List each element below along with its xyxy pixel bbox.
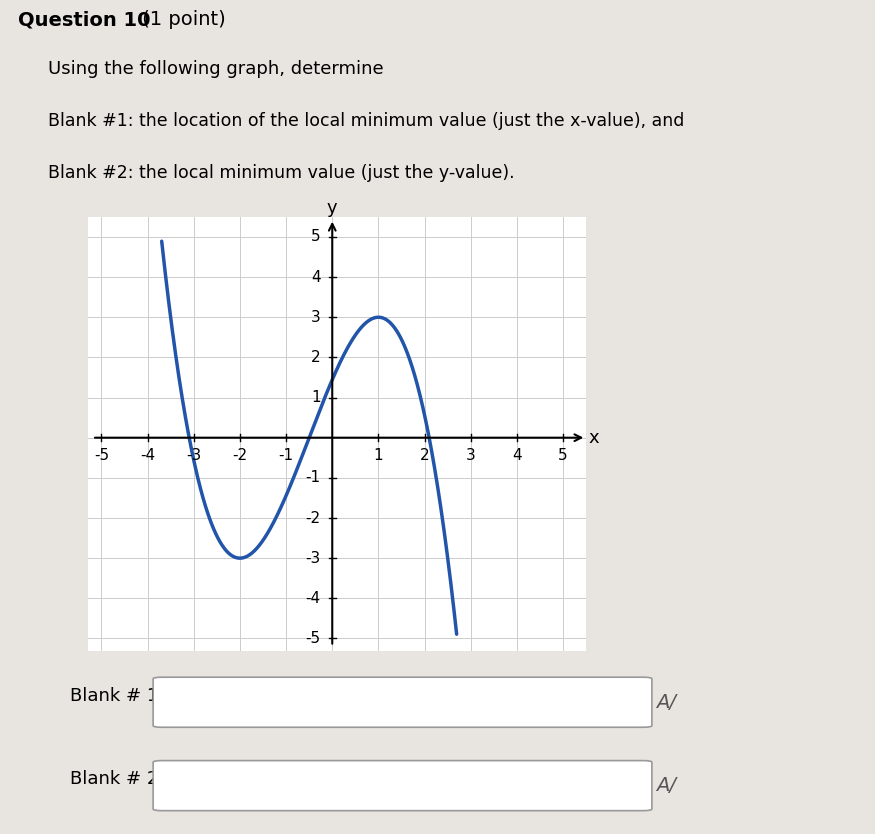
Text: Using the following graph, determine: Using the following graph, determine [48,60,384,78]
Text: 4: 4 [312,269,321,284]
Text: y: y [327,198,338,217]
Text: -3: -3 [305,550,321,565]
Text: -5: -5 [94,448,108,463]
Text: A/: A/ [656,776,676,795]
Text: A/: A/ [656,693,676,711]
Text: -2: -2 [305,510,321,525]
Text: Blank #1: the location of the local minimum value (just the x-value), and: Blank #1: the location of the local mini… [48,112,684,130]
Text: 2: 2 [420,448,430,463]
Text: 1: 1 [374,448,383,463]
Text: -5: -5 [305,631,321,646]
Text: Question 10: Question 10 [18,10,150,29]
Text: Blank # 2: Blank # 2 [70,770,158,788]
Text: x: x [589,429,599,447]
Text: -2: -2 [233,448,248,463]
Text: (1 point): (1 point) [136,10,226,29]
Text: 3: 3 [311,309,321,324]
FancyBboxPatch shape [153,761,652,811]
Text: -1: -1 [278,448,294,463]
Text: Blank #2: the local minimum value (just the y-value).: Blank #2: the local minimum value (just … [48,164,514,182]
Text: 3: 3 [466,448,476,463]
Text: -4: -4 [140,448,155,463]
Text: -4: -4 [305,590,321,605]
Text: Blank # 1: Blank # 1 [70,686,158,705]
FancyBboxPatch shape [153,677,652,727]
Text: 4: 4 [512,448,522,463]
Text: -3: -3 [186,448,201,463]
Text: 1: 1 [312,390,321,405]
Text: -1: -1 [305,470,321,485]
Text: 5: 5 [312,229,321,244]
Text: 2: 2 [312,350,321,365]
Text: 5: 5 [558,448,568,463]
